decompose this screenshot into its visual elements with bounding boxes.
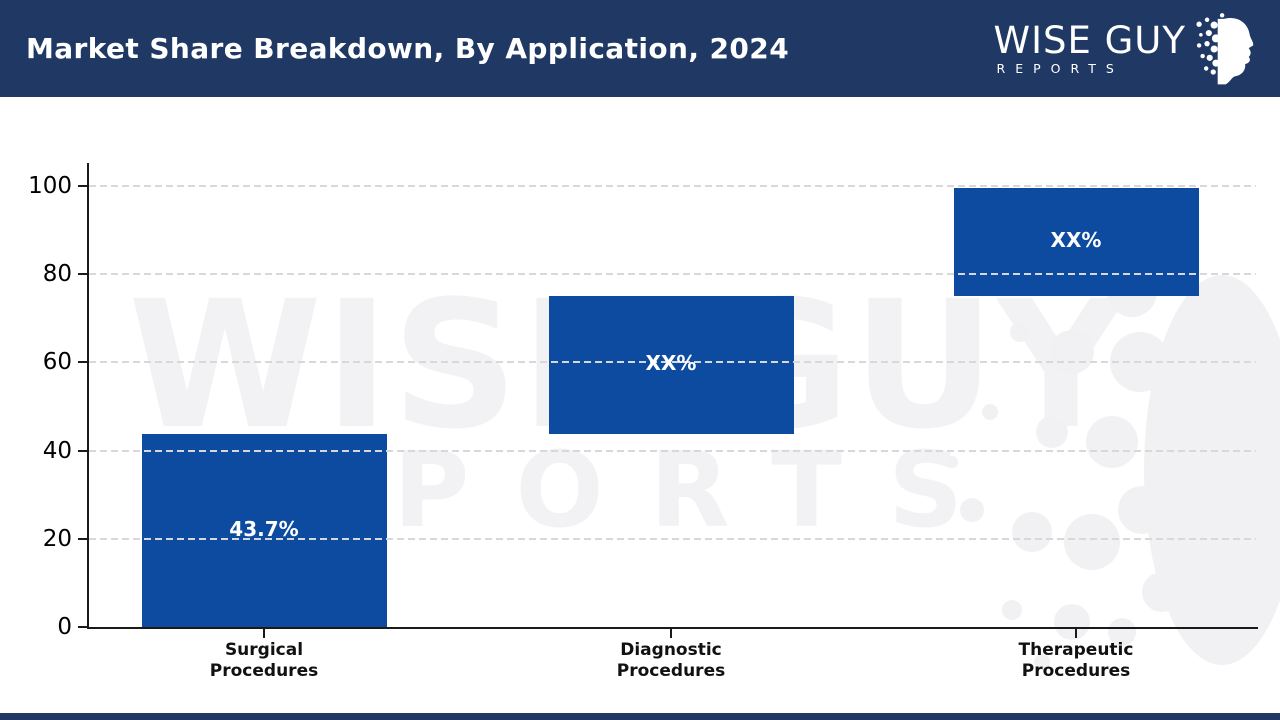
y-axis-tick-label: 20 (42, 525, 72, 552)
y-axis-tick (78, 273, 87, 276)
x-axis-tick (1075, 629, 1077, 638)
x-axis-line (87, 627, 1258, 629)
y-axis-tick-label: 60 (42, 349, 72, 376)
wiseguy-logo-text: WISE GUY REPORTS (994, 22, 1186, 76)
y-axis-line (87, 163, 89, 629)
wiseguy-face-icon (1196, 12, 1254, 84)
y-axis-tick-label: 0 (57, 614, 72, 640)
x-axis-tick (670, 629, 672, 638)
header-bar: Market Share Breakdown, By Application, … (0, 0, 1280, 97)
gridline-y20 (89, 537, 1256, 540)
y-axis-tick (78, 361, 87, 364)
x-axis-tick (263, 629, 265, 638)
y-axis-tick-label: 100 (28, 173, 72, 199)
x-category-label: Therapeutic Procedures (1018, 640, 1134, 681)
y-axis-tick (78, 537, 87, 540)
footer-bar (0, 713, 1280, 720)
page-title: Market Share Breakdown, By Application, … (26, 32, 790, 65)
gridline-y80 (89, 273, 1256, 276)
bar-value-label: XX% (645, 351, 697, 376)
wiseguy-logo: WISE GUY REPORTS (994, 9, 1254, 89)
y-axis-tick (78, 185, 87, 187)
logo-wordmark: WISE GUY (993, 18, 1186, 62)
bar-value-label: XX% (1050, 228, 1102, 253)
x-category-label: Diagnostic Procedures (616, 640, 726, 681)
y-axis-tick-label: 80 (42, 261, 72, 288)
gridline-y60 (89, 361, 1256, 364)
bar-surgical (141, 434, 387, 627)
bar-value-label: 43.7% (229, 516, 299, 541)
y-axis-tick (78, 449, 87, 452)
bar-diagnostic (548, 296, 794, 435)
y-axis-tick-label: 40 (42, 437, 72, 464)
gridline-y100 (89, 185, 1256, 187)
x-category-label: Surgical Procedures (209, 640, 319, 681)
y-axis-tick (78, 626, 87, 628)
bar-therapeutic (953, 188, 1199, 297)
logo-subtitle: REPORTS (996, 60, 1124, 76)
gridline-y40 (89, 449, 1256, 452)
